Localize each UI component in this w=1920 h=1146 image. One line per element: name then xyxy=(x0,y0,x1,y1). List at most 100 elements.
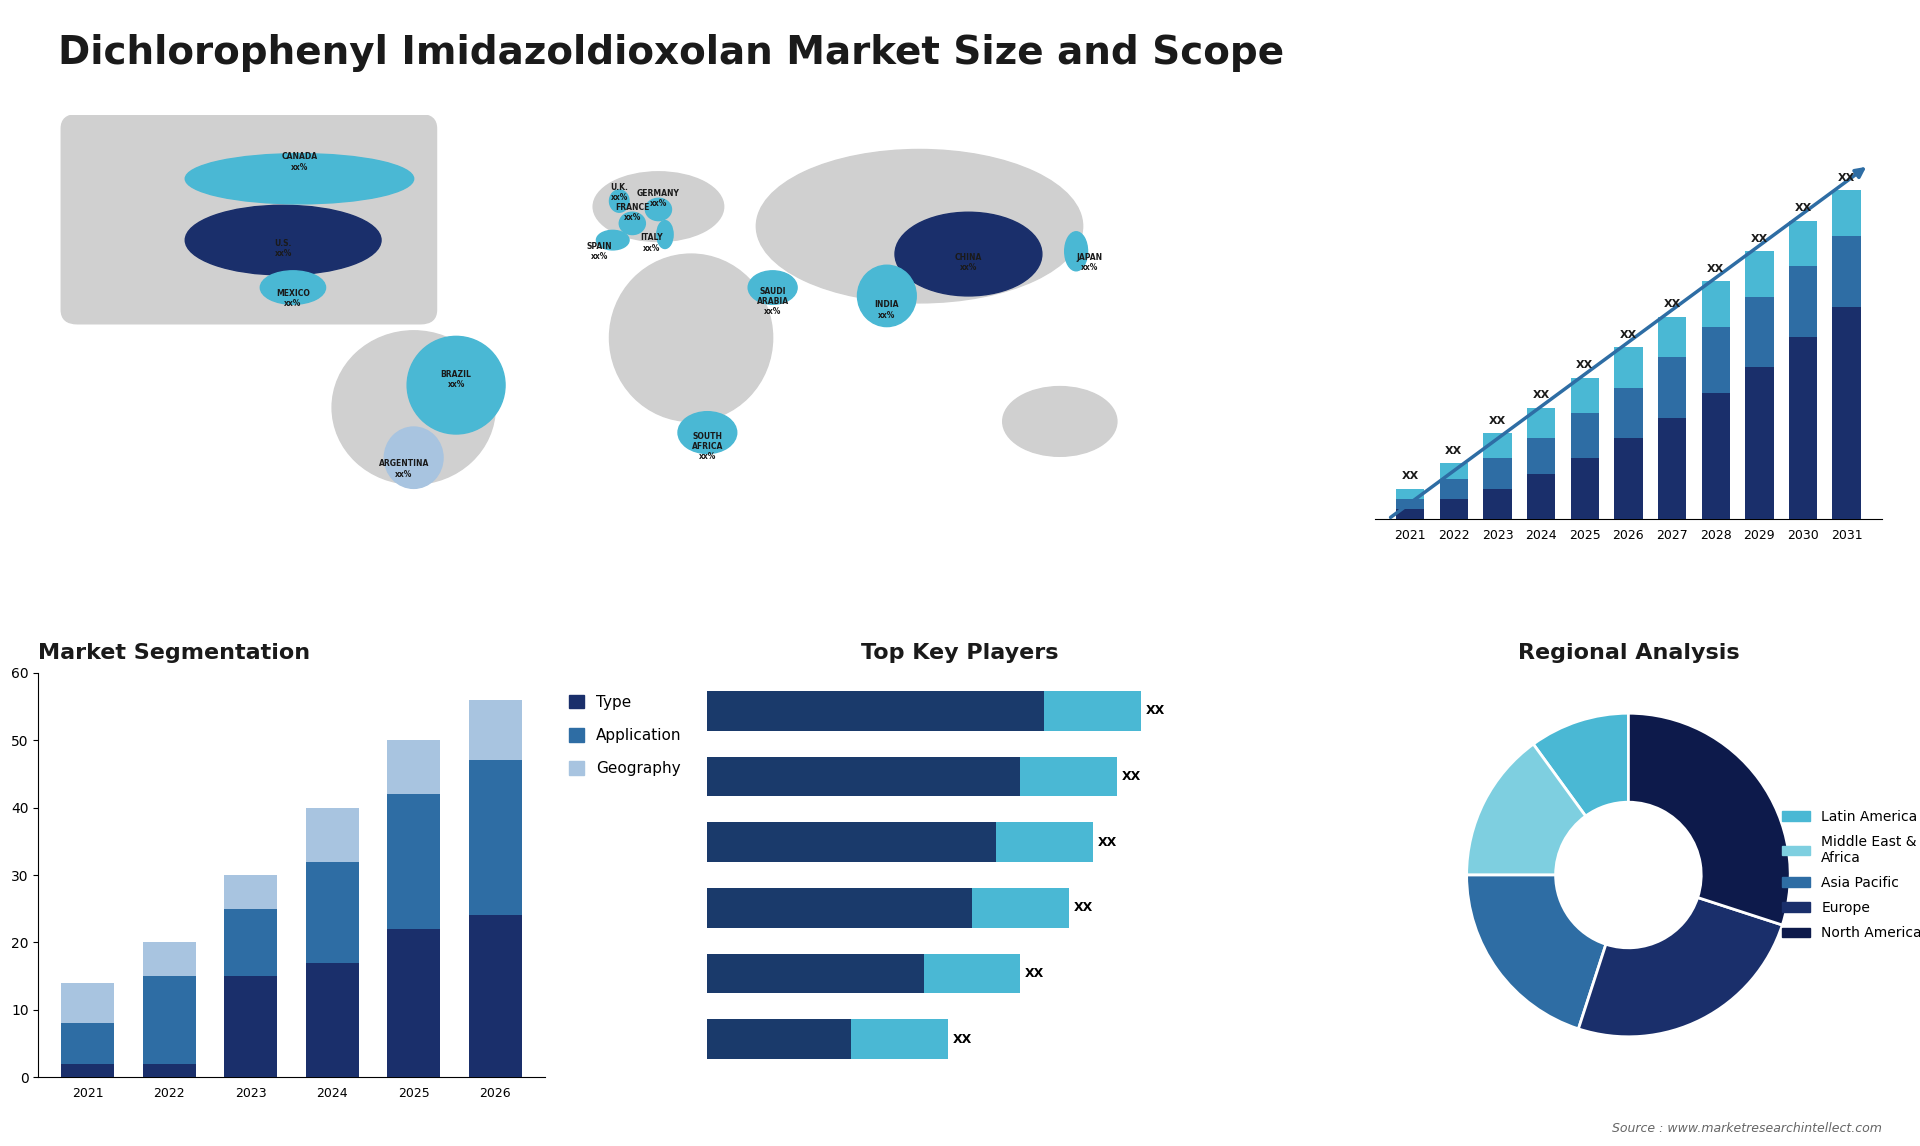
Bar xyxy=(1571,377,1599,413)
Bar xyxy=(1832,190,1860,236)
Text: SAUDI
ARABIA
xx%: SAUDI ARABIA xx% xyxy=(756,286,789,316)
Wedge shape xyxy=(1578,897,1782,1037)
Ellipse shape xyxy=(645,198,672,220)
Bar xyxy=(1657,358,1686,418)
Text: XX: XX xyxy=(1121,770,1140,783)
Text: XX: XX xyxy=(1098,835,1117,849)
Ellipse shape xyxy=(593,172,724,242)
Ellipse shape xyxy=(657,220,674,249)
Bar xyxy=(468,700,522,761)
Bar xyxy=(225,976,276,1077)
Bar xyxy=(468,916,522,1077)
Bar xyxy=(1615,387,1644,438)
Wedge shape xyxy=(1628,713,1789,925)
Text: Dichlorophenyl Imidazoldioxolan Market Size and Scope: Dichlorophenyl Imidazoldioxolan Market S… xyxy=(58,34,1284,72)
Bar xyxy=(1484,458,1511,488)
Ellipse shape xyxy=(184,154,413,204)
Text: ARGENTINA
xx%: ARGENTINA xx% xyxy=(378,460,428,479)
Text: XX: XX xyxy=(1576,360,1594,370)
Bar xyxy=(1440,463,1469,479)
Text: BRAZIL
xx%: BRAZIL xx% xyxy=(442,370,472,390)
Wedge shape xyxy=(1467,876,1605,1029)
Bar xyxy=(1440,479,1469,499)
Bar xyxy=(61,1063,115,1077)
Bar xyxy=(1657,316,1686,358)
Bar xyxy=(972,888,1069,927)
Text: XX: XX xyxy=(1620,330,1638,339)
Bar xyxy=(707,756,1020,796)
Bar xyxy=(1571,413,1599,458)
Bar xyxy=(707,888,972,927)
Text: XX: XX xyxy=(1073,902,1092,915)
Bar xyxy=(1044,691,1140,730)
Text: Market Segmentation: Market Segmentation xyxy=(38,643,311,662)
Bar xyxy=(1701,393,1730,519)
Bar xyxy=(142,942,196,976)
Ellipse shape xyxy=(597,230,630,250)
Ellipse shape xyxy=(261,270,326,305)
Bar xyxy=(1657,418,1686,519)
Bar xyxy=(1832,307,1860,519)
Legend: Type, Application, Geography: Type, Application, Geography xyxy=(563,689,687,783)
Bar xyxy=(1396,499,1425,509)
Bar xyxy=(142,976,196,1063)
Bar xyxy=(305,963,359,1077)
Ellipse shape xyxy=(184,205,380,275)
Ellipse shape xyxy=(1066,231,1087,270)
Ellipse shape xyxy=(1002,386,1117,456)
Text: MEXICO
xx%: MEXICO xx% xyxy=(276,289,309,308)
Bar xyxy=(388,740,440,794)
Text: XX: XX xyxy=(1663,299,1680,309)
Bar xyxy=(1396,488,1425,499)
Ellipse shape xyxy=(407,337,505,434)
Ellipse shape xyxy=(678,411,737,454)
Bar xyxy=(225,876,276,909)
Bar xyxy=(707,953,924,994)
Bar xyxy=(1745,251,1774,297)
Title: Regional Analysis: Regional Analysis xyxy=(1517,643,1740,662)
Text: XX: XX xyxy=(1402,471,1419,481)
Bar xyxy=(924,953,1020,994)
Bar xyxy=(1745,368,1774,519)
Text: ITALY
xx%: ITALY xx% xyxy=(641,234,662,252)
Wedge shape xyxy=(1534,713,1628,816)
Ellipse shape xyxy=(756,149,1083,303)
Text: JAPAN
xx%: JAPAN xx% xyxy=(1075,253,1102,272)
Text: CHINA
xx%: CHINA xx% xyxy=(954,253,983,272)
Ellipse shape xyxy=(895,212,1043,296)
Text: XX: XX xyxy=(1446,446,1463,456)
Text: GERMANY
xx%: GERMANY xx% xyxy=(637,189,680,207)
FancyBboxPatch shape xyxy=(61,115,436,324)
Text: FRANCE
xx%: FRANCE xx% xyxy=(614,203,649,222)
Text: U.S.
xx%: U.S. xx% xyxy=(275,238,292,258)
Text: XX: XX xyxy=(1532,391,1549,400)
Text: Source : www.marketresearchintellect.com: Source : www.marketresearchintellect.com xyxy=(1611,1122,1882,1135)
Ellipse shape xyxy=(609,254,772,422)
Bar xyxy=(1832,236,1860,307)
Bar xyxy=(1484,488,1511,519)
Bar xyxy=(61,1023,115,1063)
Bar xyxy=(305,808,359,862)
Bar xyxy=(1526,408,1555,438)
Bar xyxy=(1701,282,1730,327)
Bar xyxy=(1396,509,1425,519)
Bar xyxy=(1789,221,1816,266)
Bar xyxy=(1440,499,1469,519)
Text: CANADA
xx%: CANADA xx% xyxy=(282,152,317,172)
Bar xyxy=(388,929,440,1077)
Bar xyxy=(388,794,440,929)
Text: XX: XX xyxy=(1751,234,1768,243)
Text: SPAIN
xx%: SPAIN xx% xyxy=(588,242,612,261)
Text: XX: XX xyxy=(1025,967,1044,980)
Text: XX: XX xyxy=(1488,416,1505,425)
Ellipse shape xyxy=(332,331,495,485)
Text: XX: XX xyxy=(1146,705,1165,717)
Bar xyxy=(142,1063,196,1077)
Bar xyxy=(707,691,1044,730)
Ellipse shape xyxy=(749,270,797,305)
Ellipse shape xyxy=(620,212,645,235)
Bar xyxy=(1526,438,1555,473)
Bar xyxy=(851,1020,948,1059)
Bar xyxy=(1571,458,1599,519)
Bar xyxy=(1701,327,1730,393)
